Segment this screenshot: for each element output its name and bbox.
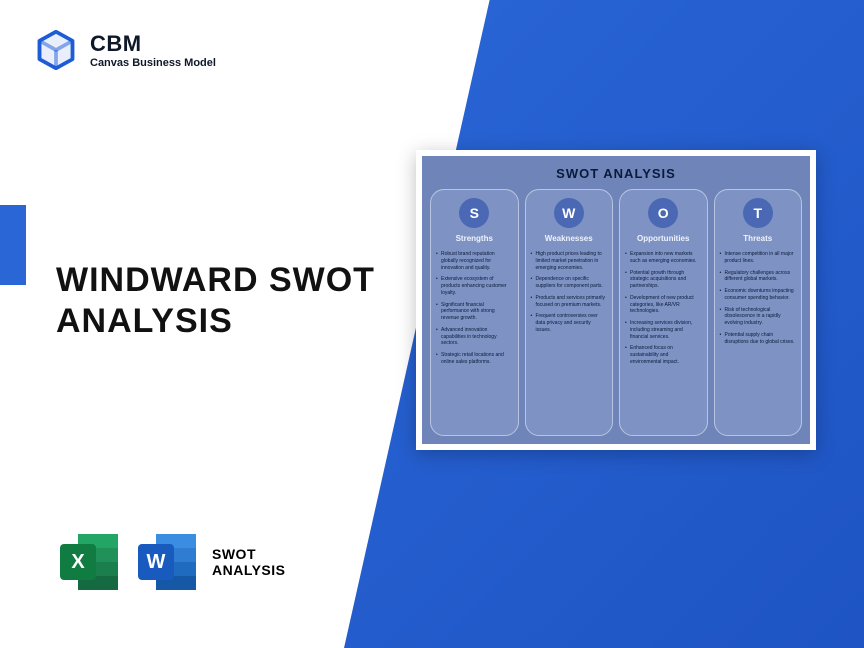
swot-col-opportunities: O Opportunities Expansion into new marke…: [619, 189, 708, 436]
swot-item: Enhanced focus on sustainability and env…: [626, 345, 701, 365]
swot-col-threats: T Threats Intense competition in all maj…: [714, 189, 803, 436]
page-title: WINDWARD SWOT ANALYSIS: [56, 260, 436, 342]
swot-item: Frequent controversies over data privacy…: [532, 313, 607, 333]
swot-items: Expansion into new markets such as emerg…: [626, 251, 701, 371]
swot-item: Strategic retail locations and online sa…: [437, 352, 512, 366]
brand-full: Canvas Business Model: [90, 57, 216, 69]
swot-item: High product prices leading to limited m…: [532, 251, 607, 271]
swot-columns: S Strengths Robust brand reputation glob…: [430, 189, 802, 436]
swot-col-strengths: S Strengths Robust brand reputation glob…: [430, 189, 519, 436]
swot-letter: W: [554, 198, 584, 228]
footer-label: SWOT ANALYSIS: [212, 546, 286, 578]
swot-items: Intense competition in all major product…: [721, 251, 796, 350]
word-icon: W: [134, 528, 202, 596]
swot-item: Dependence on specific suppliers for com…: [532, 276, 607, 290]
swot-item: Development of new product categories, l…: [626, 295, 701, 315]
accent-bar: [0, 205, 26, 285]
excel-letter: X: [60, 544, 96, 580]
swot-letter: S: [459, 198, 489, 228]
swot-heading: Strengths: [456, 234, 493, 243]
swot-items: High product prices leading to limited m…: [532, 251, 607, 339]
swot-heading: Threats: [743, 234, 772, 243]
swot-items: Robust brand reputation globally recogni…: [437, 251, 512, 371]
swot-item: Risk of technological obsolescence in a …: [721, 307, 796, 327]
swot-item: Increasing services division, including …: [626, 320, 701, 340]
swot-item: Advanced innovation capabilities in tech…: [437, 327, 512, 347]
swot-item: Robust brand reputation globally recogni…: [437, 251, 512, 271]
excel-icon: X: [56, 528, 124, 596]
cbm-logo-icon: [34, 28, 78, 72]
swot-item: Regulatory challenges across different g…: [721, 270, 796, 284]
swot-item: Intense competition in all major product…: [721, 251, 796, 265]
brand-abbr: CBM: [90, 31, 216, 57]
footer-label-line2: ANALYSIS: [212, 562, 286, 578]
swot-item: Products and services primarily focused …: [532, 295, 607, 309]
swot-panel-title: SWOT ANALYSIS: [430, 166, 802, 181]
swot-item: Economic downturns impacting consumer sp…: [721, 288, 796, 302]
swot-item: Significant financial performance with s…: [437, 302, 512, 322]
swot-heading: Opportunities: [637, 234, 689, 243]
word-letter: W: [138, 544, 174, 580]
swot-heading: Weaknesses: [545, 234, 593, 243]
swot-item: Potential growth through strategic acqui…: [626, 270, 701, 290]
footer-icons: X W SWOT ANALYSIS: [56, 528, 286, 596]
swot-item: Potential supply chain disruptions due t…: [721, 332, 796, 346]
swot-letter: T: [743, 198, 773, 228]
brand-logo-text: CBM Canvas Business Model: [90, 31, 216, 69]
swot-letter: O: [648, 198, 678, 228]
swot-col-weaknesses: W Weaknesses High product prices leading…: [525, 189, 614, 436]
footer-label-line1: SWOT: [212, 546, 286, 562]
swot-panel: SWOT ANALYSIS S Strengths Robust brand r…: [416, 150, 816, 450]
brand-logo: CBM Canvas Business Model: [34, 28, 216, 72]
swot-item: Expansion into new markets such as emerg…: [626, 251, 701, 265]
swot-item: Extensive ecosystem of products enhancin…: [437, 276, 512, 296]
